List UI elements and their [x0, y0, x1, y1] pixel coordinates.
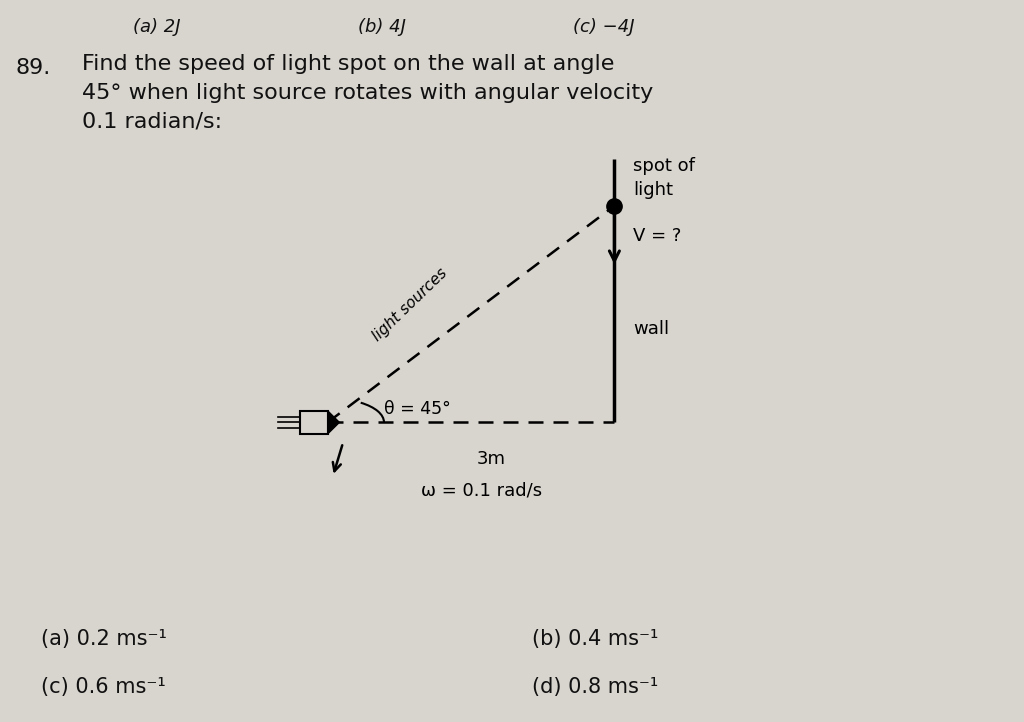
Text: light sources: light sources: [370, 266, 450, 344]
Text: light: light: [633, 181, 673, 199]
Text: Find the speed of light spot on the wall at angle: Find the speed of light spot on the wall…: [82, 54, 614, 74]
Text: (d) 0.8 ms⁻¹: (d) 0.8 ms⁻¹: [532, 677, 658, 697]
Text: V = ?: V = ?: [633, 227, 681, 245]
Text: wall: wall: [633, 320, 669, 337]
Text: (a) 0.2 ms⁻¹: (a) 0.2 ms⁻¹: [41, 629, 167, 649]
Text: θ = 45°: θ = 45°: [384, 400, 451, 418]
Text: 45° when light source rotates with angular velocity: 45° when light source rotates with angul…: [82, 83, 653, 103]
Text: (b) 0.4 ms⁻¹: (b) 0.4 ms⁻¹: [532, 629, 658, 649]
Text: 3m: 3m: [477, 450, 506, 468]
Text: (b) 4J: (b) 4J: [358, 18, 407, 36]
Text: 0.1 radian/s:: 0.1 radian/s:: [82, 112, 222, 132]
Text: (c) −4J: (c) −4J: [573, 18, 635, 36]
Polygon shape: [328, 411, 339, 434]
Text: ω = 0.1 rad/s: ω = 0.1 rad/s: [421, 482, 542, 500]
Text: (c) 0.6 ms⁻¹: (c) 0.6 ms⁻¹: [41, 677, 166, 697]
Bar: [300, 411, 328, 434]
Text: spot of: spot of: [633, 157, 694, 175]
Text: 89.: 89.: [15, 58, 50, 78]
Text: (a) 2J: (a) 2J: [133, 18, 180, 36]
